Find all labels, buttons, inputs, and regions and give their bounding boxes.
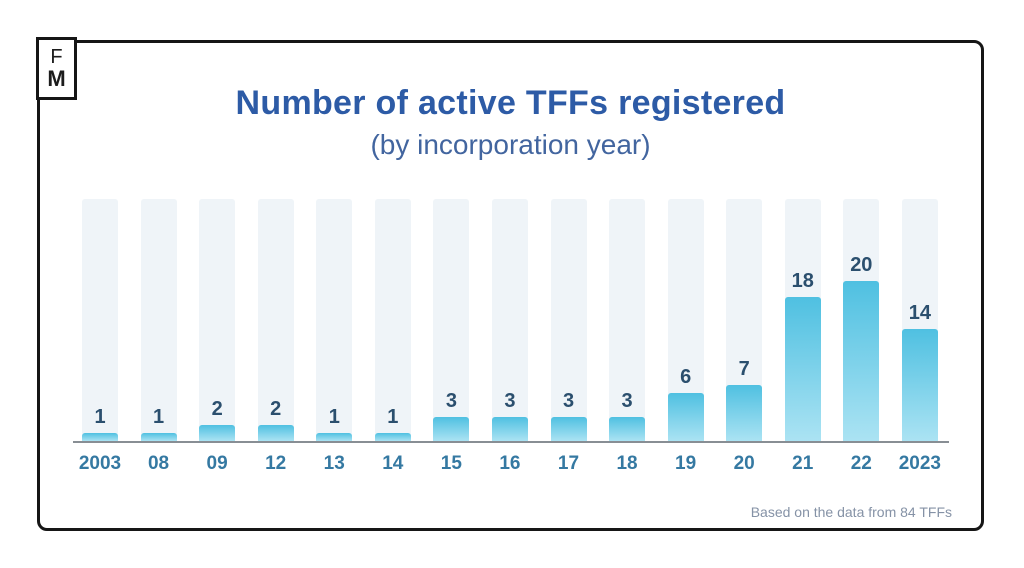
chart-subtitle: (by incorporation year) [370,129,651,160]
bar-value-label: 18 [791,270,814,292]
bar-value-label: 7 [738,358,750,380]
bar-track [374,199,411,441]
x-axis-label: 2023 [898,453,942,474]
x-axis-label: 08 [147,453,170,474]
bar [843,281,880,441]
x-axis-label: 22 [850,453,872,474]
bar [316,433,353,441]
bar-group: 3 18 [609,199,646,474]
chart-title: Number of active TFFs registered [235,84,786,122]
x-axis-label: 18 [616,453,638,474]
bar-value-label: 3 [504,390,516,412]
bar-group: 1 08 [140,199,177,474]
bar-track [140,199,177,441]
bar-group: 1 13 [316,199,353,474]
bar-track [82,199,118,441]
bar-group: 3 16 [491,199,528,474]
logo-letter-m: M [47,66,66,91]
fm-logo: F M [36,37,77,100]
bar-group: 1 14 [374,199,411,474]
bar [550,417,587,441]
bar-value-label: 1 [328,406,340,428]
source-note: Based on the data from 84 TFFs [750,504,952,520]
bar-chart: 1 2003 1 08 2 09 2 12 1 13 1 14 3 15 3 16 3 17 3 18 6 19 7 20 18… [73,199,949,474]
bar-group: 2 12 [257,199,294,474]
bar-value-label: 1 [94,406,106,428]
bar-track [199,199,236,441]
bar [374,433,411,441]
logo-letter-f: F [50,46,63,68]
x-axis-line [73,441,949,443]
bar-value-label: 3 [445,390,457,412]
bar-group: 6 19 [667,199,704,474]
x-axis-label: 15 [440,453,462,474]
x-axis-label: 21 [792,453,814,474]
bar [667,393,704,441]
bar-group: 3 15 [433,199,470,474]
bar-track [433,199,470,441]
bar [491,417,528,441]
bar [257,425,294,441]
bar [901,329,938,441]
x-axis-label: 16 [499,453,521,474]
bar-value-label: 1 [387,406,399,428]
x-axis-label: 13 [323,453,345,474]
bar-group: 2 09 [199,199,236,474]
bar-track [609,199,646,441]
bar-track [491,199,528,441]
bar-group: 1 2003 [79,199,121,474]
bar-value-label: 2 [270,398,282,420]
x-axis-label: 17 [557,453,580,474]
bar [82,433,118,441]
bar [726,385,763,441]
bar-group: 20 22 [843,199,880,474]
bar-track [257,199,294,441]
bar-group: 7 20 [726,199,763,474]
bar-groups: 1 2003 1 08 2 09 2 12 1 13 1 14 3 15 3 16 3 17 3 18 6 19 7 20 18… [79,199,941,474]
bar [199,425,236,441]
bar-value-label: 6 [680,366,692,388]
x-axis-label: 20 [733,453,755,474]
bar-value-label: 3 [562,390,575,412]
x-axis-label: 2003 [78,453,122,474]
bar-value-label: 20 [850,254,873,276]
bar [784,297,821,441]
bar [140,433,177,441]
bar-group: 14 2023 [899,199,941,474]
bar-track [316,199,353,441]
x-axis-label: 14 [382,453,404,474]
x-axis-label: 09 [206,453,228,474]
frame-border [37,40,984,531]
bar-track [550,199,587,441]
bar-value-label: 14 [908,302,931,324]
bar [433,417,470,441]
x-axis-label: 19 [675,453,697,474]
bar-group: 3 17 [550,199,587,474]
bar-value-label: 1 [153,406,165,428]
bar-value-label: 2 [211,398,223,420]
bar-value-label: 3 [621,390,633,412]
bar-group: 18 21 [784,199,821,474]
bar [609,417,646,441]
x-axis-label: 12 [265,453,287,474]
